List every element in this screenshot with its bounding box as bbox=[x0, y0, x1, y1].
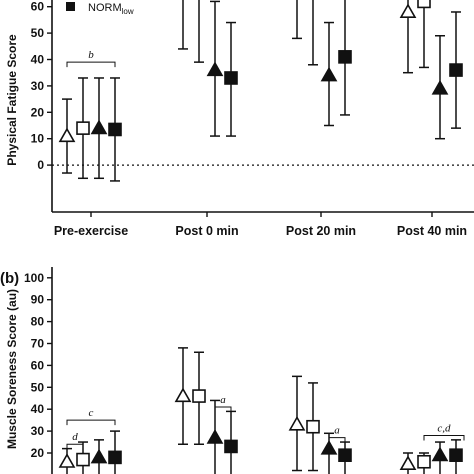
y-tick-label: 60 bbox=[31, 0, 45, 14]
y-tick-label: 10 bbox=[31, 132, 45, 146]
panel-b: 20 30 40 50 60 70 80 90 100 Muscle Soreness Score… bbox=[0, 267, 465, 474]
data-point-square bbox=[224, 439, 238, 454]
significance-bracket bbox=[214, 406, 232, 413]
data-point-triangle bbox=[399, 3, 417, 19]
significance-bracket bbox=[423, 434, 465, 441]
y-tick-label: 80 bbox=[31, 315, 45, 329]
data-point-square bbox=[306, 419, 320, 434]
y-tick-label: 70 bbox=[31, 337, 45, 351]
y-tick-label: 50 bbox=[31, 380, 45, 394]
data-point-triangle bbox=[90, 119, 108, 135]
y-axis-title: Muscle Soreness Score (au) bbox=[5, 289, 19, 449]
legend-marker bbox=[66, 2, 75, 11]
significance-label: a bbox=[220, 394, 226, 406]
category-label: Post 0 min bbox=[175, 224, 238, 238]
plot-area: baaa bbox=[58, 0, 463, 182]
category-label: Post 20 min bbox=[286, 224, 356, 238]
data-point-square bbox=[417, 0, 431, 9]
data-point-triangle bbox=[206, 61, 224, 77]
significance-label: d bbox=[72, 431, 78, 443]
category-label: Post 40 min bbox=[397, 224, 467, 238]
data-point-triangle bbox=[399, 455, 417, 471]
y-tick-label: 100 bbox=[24, 271, 44, 285]
y-tick-label: 0 bbox=[37, 158, 44, 172]
y-axis-title: Physical Fatigue Score bbox=[5, 34, 19, 166]
significance-label: c bbox=[89, 407, 94, 419]
y-tick-label: 60 bbox=[31, 358, 45, 372]
significance-bracket bbox=[328, 437, 346, 443]
significance-label: c,d bbox=[437, 422, 451, 434]
data-point-triangle bbox=[431, 79, 449, 95]
data-point-triangle bbox=[174, 387, 192, 403]
data-point-square bbox=[108, 122, 122, 137]
panel-a: 0 10 20 30 40 50 60 Physical Fatigue Score Pre-e… bbox=[5, 0, 474, 238]
y-tick-label: 20 bbox=[31, 105, 45, 119]
y-tick-label: 40 bbox=[31, 53, 45, 67]
significance-bracket bbox=[66, 419, 116, 426]
significance-label: a bbox=[334, 425, 340, 437]
data-point-triangle bbox=[58, 127, 76, 143]
data-point-triangle bbox=[288, 415, 306, 431]
data-point-square bbox=[76, 452, 90, 467]
y-tick-label: 30 bbox=[31, 79, 45, 93]
significance-bracket bbox=[66, 443, 84, 450]
data-point-triangle bbox=[320, 440, 338, 455]
data-point-square bbox=[224, 71, 238, 85]
data-point-square bbox=[449, 63, 463, 77]
y-tick-label: 30 bbox=[31, 424, 45, 438]
legend-label: NORMlow bbox=[88, 2, 134, 16]
data-point-square bbox=[108, 450, 122, 465]
category-label: Pre-exercise bbox=[54, 224, 128, 238]
panel-label: (b) bbox=[0, 270, 19, 287]
data-point-triangle bbox=[206, 429, 224, 444]
significance-bracket bbox=[66, 61, 116, 68]
data-point-square bbox=[76, 121, 90, 135]
y-tick-label: 50 bbox=[31, 26, 45, 40]
significance-label: b bbox=[88, 49, 94, 61]
data-point-triangle bbox=[431, 446, 449, 462]
data-point-square bbox=[338, 448, 352, 462]
data-point-square bbox=[417, 454, 431, 469]
data-point-square bbox=[192, 389, 206, 403]
y-tick-label: 90 bbox=[31, 293, 45, 307]
legend-subscript: low bbox=[122, 7, 134, 16]
data-point-square bbox=[338, 50, 352, 64]
data-point-square bbox=[449, 448, 463, 462]
data-point-triangle bbox=[58, 453, 76, 468]
plot-area: cd a a c,d bbox=[58, 347, 465, 474]
data-point-triangle bbox=[320, 66, 338, 82]
data-point-triangle bbox=[90, 448, 108, 464]
y-tick-label: 40 bbox=[31, 402, 45, 416]
y-tick-label: 20 bbox=[31, 446, 45, 460]
